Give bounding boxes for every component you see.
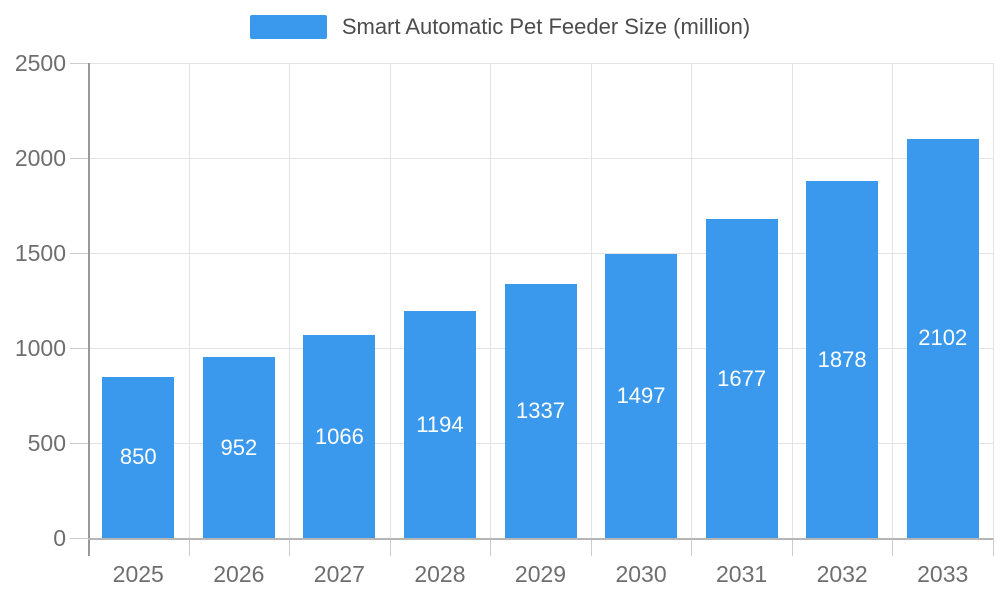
x-gridline — [791, 63, 793, 538]
x-axis-tick-label: 2032 — [816, 561, 868, 587]
x-gridline — [389, 63, 391, 538]
x-gridline — [490, 63, 492, 538]
y-axis-line — [88, 63, 90, 556]
y-axis-tick-label: 0 — [53, 525, 66, 551]
y-axis-tick-label: 500 — [27, 430, 66, 456]
bar-value-label: 1497 — [616, 382, 666, 408]
bar[interactable] — [303, 335, 376, 538]
x-gridline — [188, 63, 190, 538]
y-gridline — [88, 158, 993, 159]
bar[interactable] — [202, 357, 275, 538]
bar-value-label: 850 — [119, 444, 157, 470]
y-axis-tick — [70, 348, 88, 349]
x-axis-tick — [490, 538, 492, 556]
y-axis-tick — [70, 253, 88, 254]
legend-label: Smart Automatic Pet Feeder Size (million… — [341, 14, 751, 39]
y-axis-tick — [70, 538, 88, 539]
bar[interactable] — [605, 253, 678, 538]
y-axis-tick-label: 1000 — [14, 335, 66, 361]
x-axis-tick-label: 2033 — [917, 561, 969, 587]
x-axis-tick-label: 2030 — [615, 561, 667, 587]
y-gridline — [88, 253, 993, 254]
bar[interactable] — [906, 138, 979, 538]
x-gridline — [590, 63, 592, 538]
x-axis-tick-label: 2028 — [414, 561, 466, 587]
bar-value-label: 1878 — [817, 346, 867, 372]
bar[interactable] — [403, 311, 476, 538]
bar[interactable] — [102, 376, 175, 538]
bar-value-label: 2102 — [918, 325, 968, 351]
x-gridline — [289, 63, 291, 538]
x-axis-tick-label: 2029 — [514, 561, 567, 587]
y-gridline — [88, 63, 993, 64]
x-axis-tick — [791, 538, 793, 556]
x-gridline — [892, 63, 894, 538]
bar-value-label: 1677 — [717, 365, 767, 391]
legend[interactable]: Smart Automatic Pet Feeder Size (million… — [0, 14, 1000, 40]
bar[interactable] — [806, 181, 879, 538]
x-axis-tick — [389, 538, 391, 556]
bar-value-label: 952 — [220, 434, 258, 460]
x-gridline — [691, 63, 693, 538]
bar[interactable] — [705, 219, 778, 538]
y-axis-tick — [70, 443, 88, 444]
x-axis-tick-label: 2026 — [213, 561, 265, 587]
x-axis-tick-label: 2025 — [112, 561, 164, 587]
y-axis-tick-label: 1500 — [14, 240, 66, 266]
x-axis-tick — [289, 538, 291, 556]
x-axis-tick — [892, 538, 894, 556]
x-axis-tick — [590, 538, 592, 556]
bar-value-label: 1066 — [314, 423, 364, 449]
bar[interactable] — [504, 283, 577, 538]
x-axis-tick — [691, 538, 693, 556]
x-axis-line — [88, 538, 993, 540]
x-axis-tick-label: 2031 — [716, 561, 768, 587]
y-axis-tick-label: 2000 — [14, 145, 66, 171]
y-axis-tick-label: 2500 — [14, 50, 66, 76]
y-axis-tick — [70, 63, 88, 64]
x-axis-tick-label: 2027 — [313, 561, 365, 587]
x-axis-tick — [188, 538, 190, 556]
bar-value-label: 1194 — [416, 411, 464, 437]
x-axis-tick — [993, 538, 994, 556]
legend-swatch — [249, 15, 327, 39]
x-gridline — [993, 63, 994, 538]
bar-value-label: 1337 — [516, 397, 565, 423]
y-axis-tick — [70, 158, 88, 159]
